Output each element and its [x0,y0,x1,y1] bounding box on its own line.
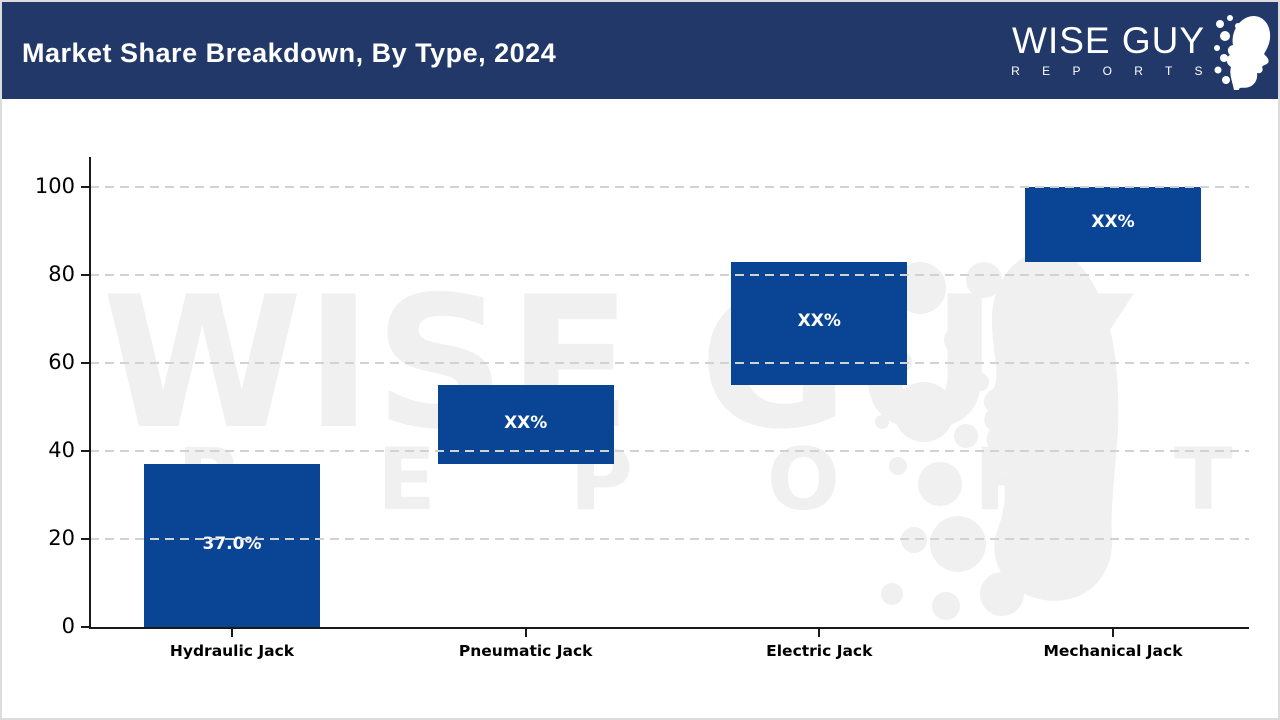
x-tick-3 [1112,629,1114,637]
x-tick-2 [818,629,821,637]
y-tick-label-100: 100 [34,174,75,198]
gridline-60 [90,362,1249,364]
logo-subtext: R E P O R T S [1011,64,1212,78]
y-tick-80 [81,274,90,276]
bar-value-label: XX% [797,311,841,332]
gridline-40 [90,450,1249,452]
bar-value-label: XX% [1091,212,1135,233]
header-bar: Market Share Breakdown, By Type, 2024 WI… [2,2,1278,99]
y-tick-100 [81,186,90,188]
x-tick-0 [231,629,233,637]
bar-value-label: 37.0% [202,533,262,554]
gridline-20 [90,538,1249,540]
category-label-3: Mechanical Jack [1043,642,1183,660]
bar-electric-jack: XX% [731,261,908,385]
wise-guy-reports-logo: WISE GUY R E P O R T S [1011,8,1274,93]
gridline-80 [90,274,1249,276]
gridline-100 [90,186,1249,188]
bar-pneumatic-jack: XX% [437,385,614,465]
chart-plot-area: 0 20 40 60 80 100 37.0% Hydraulic Jack XX% Pneuma… [2,99,1278,718]
page-title: Market Share Breakdown, By Type, 2024 [22,38,557,68]
y-tick-0 [81,626,90,628]
y-tick-label-40: 40 [48,438,75,462]
y-tick-40 [81,450,90,452]
logo-wordmark: WISE GUY [1012,20,1206,61]
y-tick-60 [81,362,90,364]
category-label-1: Pneumatic Jack [458,642,593,660]
bar-mechanical-jack: XX% [1025,187,1201,262]
logo-head-icon [1214,15,1271,91]
category-label-0: Hydraulic Jack [169,642,295,660]
bar-hydraulic-jack: 37.0% [144,464,320,627]
y-tick-label-60: 60 [48,350,75,374]
bar-value-label: XX% [504,412,548,433]
y-tick-label-20: 20 [48,526,75,550]
category-label-2: Electric Jack [766,642,873,660]
x-axis-line [89,627,1249,629]
y-tick-label-80: 80 [48,262,75,286]
y-tick-20 [81,538,90,540]
watermark-head-icon [875,249,1119,620]
y-axis-line [89,157,91,629]
y-tick-label-0: 0 [61,614,75,638]
x-tick-1 [524,629,527,637]
